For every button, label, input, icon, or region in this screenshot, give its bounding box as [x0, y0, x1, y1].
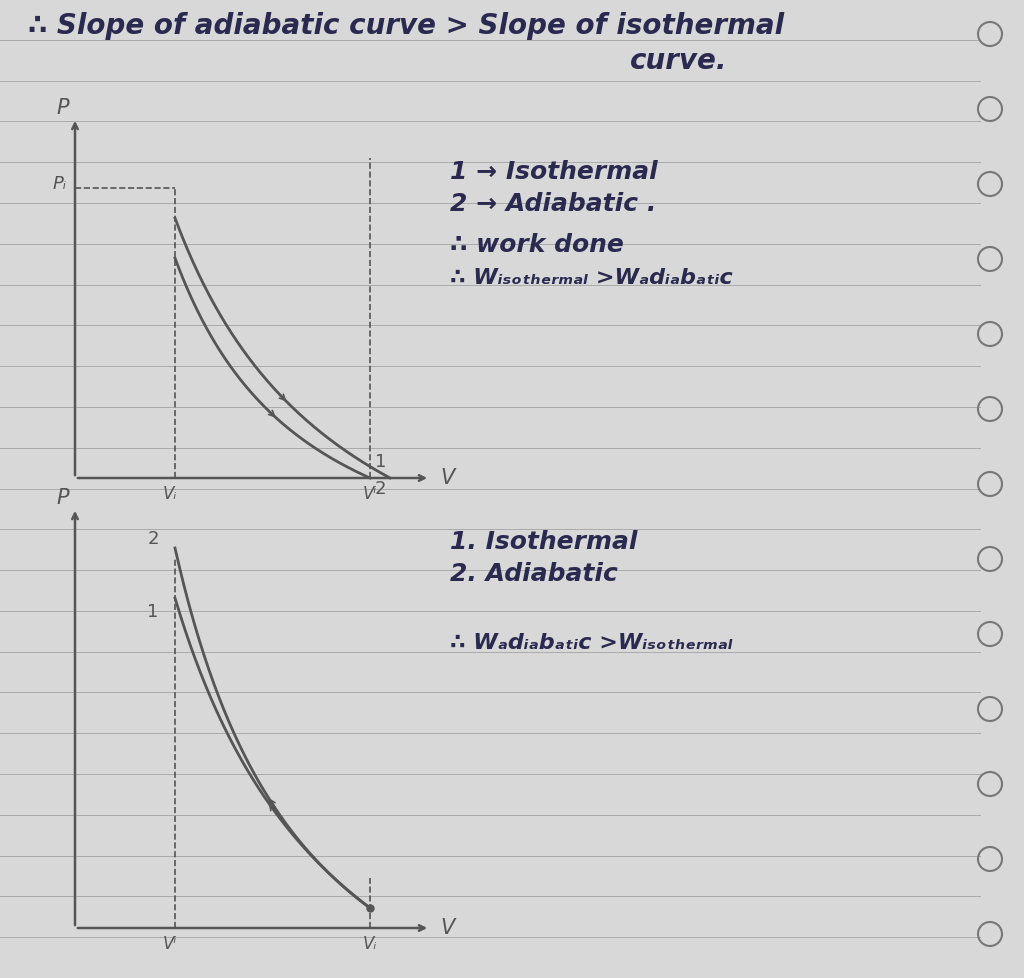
Text: ∴ Wᵢₛₒₜₕₑᵣₘₐₗ >Wₐdᵢₐbₐₜᵢc: ∴ Wᵢₛₒₜₕₑᵣₘₐₗ >Wₐdᵢₐbₐₜᵢc	[450, 268, 733, 288]
Text: P: P	[56, 98, 70, 118]
Text: 2: 2	[147, 529, 159, 548]
Text: 1. Isothermal: 1. Isothermal	[450, 529, 638, 554]
Text: V: V	[440, 467, 455, 487]
Text: Vⁱ: Vⁱ	[163, 934, 177, 952]
Text: ∴ work done: ∴ work done	[450, 233, 624, 257]
Text: 2 → Adiabatic .: 2 → Adiabatic .	[450, 192, 656, 216]
Text: curve.: curve.	[630, 47, 727, 75]
Text: 1: 1	[147, 602, 159, 620]
Text: V: V	[440, 917, 455, 937]
Text: 2: 2	[375, 479, 386, 498]
Text: 2. Adiabatic: 2. Adiabatic	[450, 561, 617, 586]
Text: Pᵢ: Pᵢ	[53, 175, 67, 193]
Text: 1: 1	[375, 452, 386, 470]
Text: P: P	[56, 487, 70, 508]
Text: ∴ Wₐdᵢₐbₐₜᵢc >Wᵢₛₒₜₕₑᵣₘₐₗ: ∴ Wₐdᵢₐbₐₜᵢc >Wᵢₛₒₜₕₑᵣₘₐₗ	[450, 633, 733, 652]
Text: Vᵢ: Vᵢ	[362, 934, 377, 952]
Text: ∴ Slope of adiabatic curve > Slope of isothermal: ∴ Slope of adiabatic curve > Slope of is…	[28, 12, 784, 40]
Text: 1 → Isothermal: 1 → Isothermal	[450, 159, 657, 184]
Text: Vᵢ: Vᵢ	[163, 484, 177, 503]
Text: Vⁱ: Vⁱ	[362, 484, 377, 503]
